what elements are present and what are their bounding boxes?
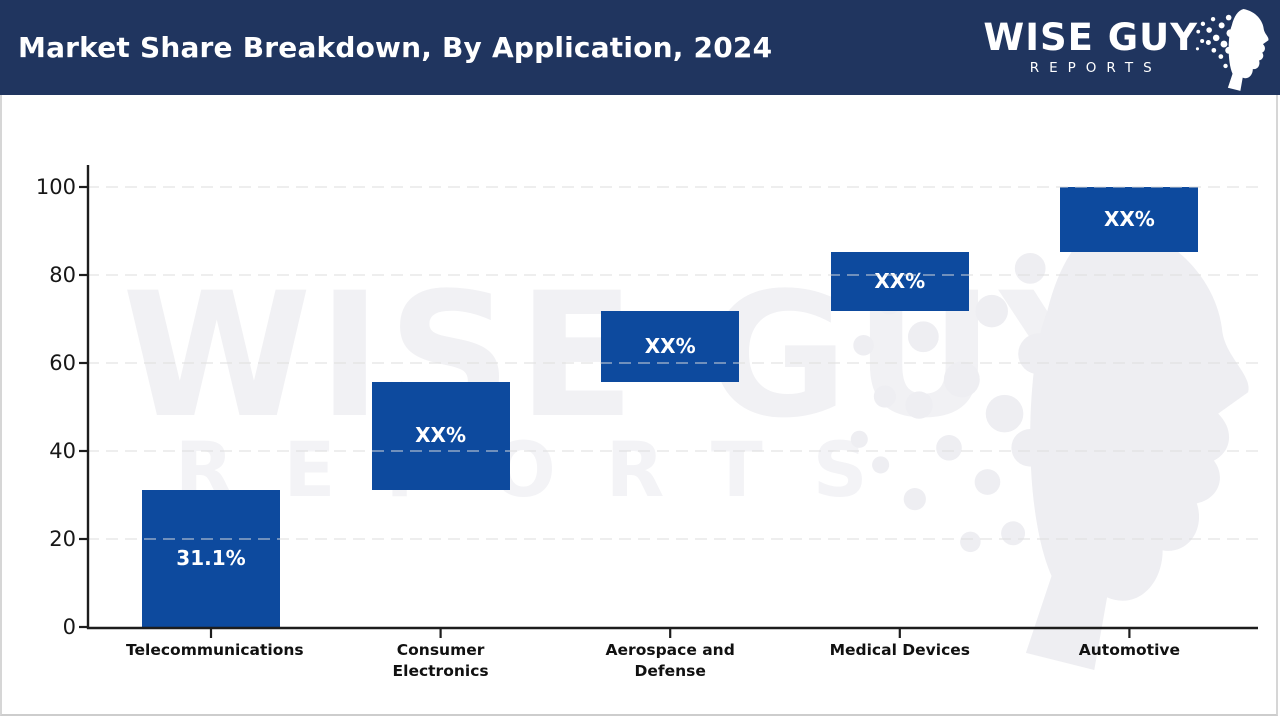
wiseguy-logo-text: WISE GUY REPORTS	[983, 19, 1198, 76]
bar-value-label: XX%	[874, 268, 926, 293]
logo-reports-label: REPORTS	[1029, 60, 1162, 76]
wiseguy-logo: WISE GUY REPORTS	[983, 5, 1280, 91]
wiseguy-head-icon	[1195, 8, 1269, 91]
bar-segment: XX%	[1060, 187, 1199, 253]
bar-segment: XX%	[830, 252, 969, 312]
bar-value-label: 31.1%	[176, 545, 246, 570]
header-bar: Market Share Breakdown, By Application, …	[0, 0, 1280, 95]
logo-wiseguy-label: WISE GUY	[983, 16, 1198, 59]
bar-segment: XX%	[601, 311, 740, 383]
bar-value-label: XX%	[415, 423, 467, 448]
bar-value-label: XX%	[644, 333, 696, 358]
bar-value-label: XX%	[1103, 206, 1155, 231]
bar-segment: XX%	[371, 382, 510, 491]
page-title: Market Share Breakdown, By Application, …	[18, 31, 773, 64]
bar-segment: 31.1%	[142, 490, 280, 627]
